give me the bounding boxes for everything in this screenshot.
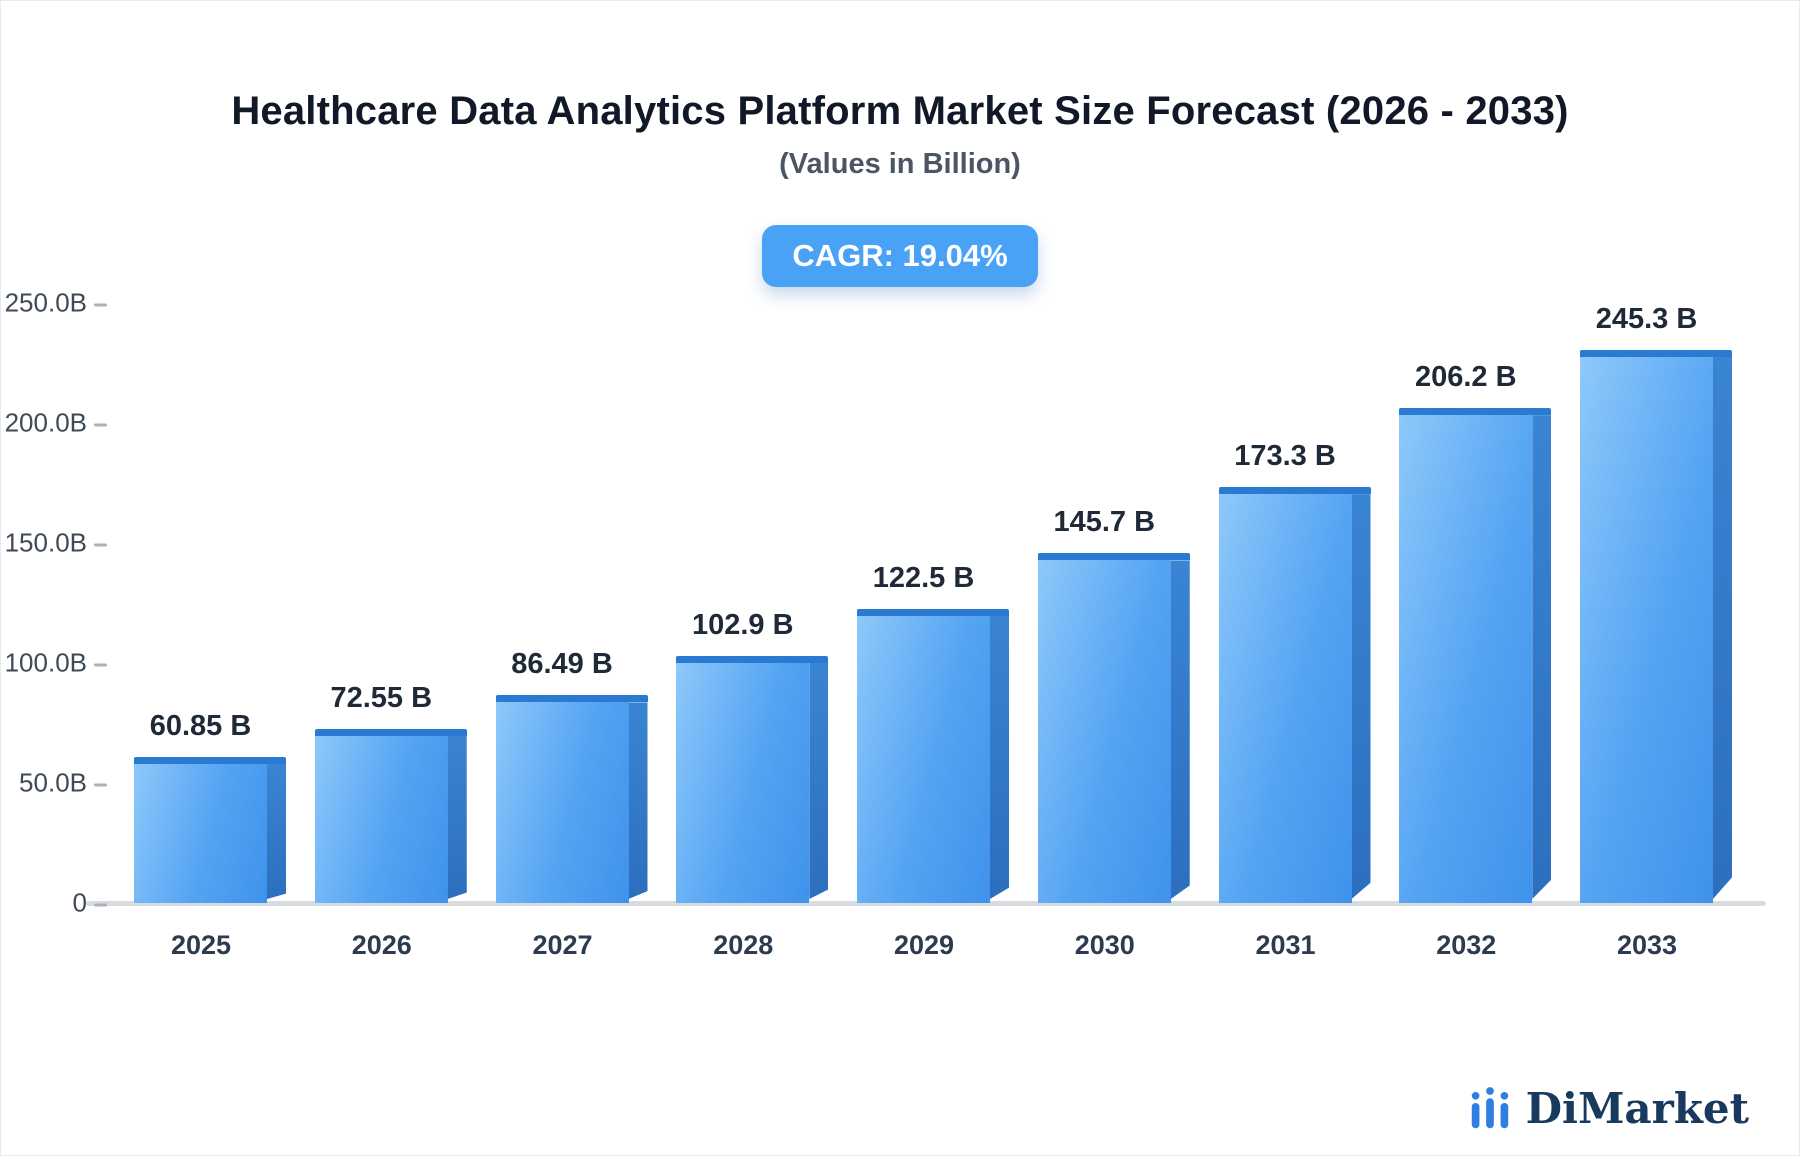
bar-group-2029: 122.5 B 2029 xyxy=(857,303,1009,960)
bar-group-2028: 102.9 B 2028 xyxy=(676,303,829,960)
bar-value-label: 206.2 B xyxy=(1414,361,1517,394)
x-axis-label: 2030 xyxy=(1074,930,1135,960)
bar-2026 xyxy=(314,728,467,903)
tick-mark xyxy=(94,303,107,307)
bar-value-label: 60.85 B xyxy=(149,710,252,742)
chart-subtitle: (Values in Billion) xyxy=(779,148,1021,180)
y-axis-tick: 150.0B xyxy=(1,528,107,559)
bar-group-2025: 60.85 B 2025 xyxy=(134,303,286,960)
bar-value-label: 122.5 B xyxy=(872,562,975,594)
bar-group-2030: 145.7 B 2030 xyxy=(1037,303,1190,960)
x-axis-label: 2027 xyxy=(532,930,593,960)
x-axis-label: 2032 xyxy=(1436,930,1497,960)
bar-group-2033: 245.3 B 2033 xyxy=(1580,303,1732,960)
bar-value-label: 86.49 B xyxy=(511,648,613,681)
y-axis-tick: 250.0B xyxy=(1,288,107,319)
y-axis-tick: 200.0B xyxy=(1,408,107,439)
bar-2029 xyxy=(857,609,1009,903)
x-axis-label: 2029 xyxy=(893,930,955,960)
x-axis-label: 2033 xyxy=(1616,930,1678,960)
tick-mark xyxy=(94,663,107,667)
y-axis-tick: 0 xyxy=(1,888,107,919)
plot-area: 60.85 B 2025 72.55 B 2026 86.49 B 2027 102.9 B… xyxy=(86,303,1766,960)
bar-value-label: 245.3 B xyxy=(1595,303,1698,335)
bar-group-2032: 206.2 B 2032 xyxy=(1399,303,1552,960)
tick-mark xyxy=(94,543,107,547)
bar-2032 xyxy=(1399,408,1552,903)
bar-2031 xyxy=(1218,487,1371,903)
bar-2025 xyxy=(134,757,286,903)
bar-2027 xyxy=(495,695,648,903)
tick-mark xyxy=(94,903,107,907)
brand-logo: DiMarket xyxy=(1466,1084,1749,1133)
tick-mark xyxy=(94,783,107,787)
bar-value-label: 72.55 B xyxy=(330,681,433,714)
x-axis-label: 2031 xyxy=(1255,930,1316,960)
x-axis-label: 2026 xyxy=(351,930,412,960)
x-axis-label: 2025 xyxy=(170,930,232,960)
bar-value-label: 102.9 B xyxy=(691,609,794,641)
bar-group-2031: 173.3 B 2031 xyxy=(1218,303,1371,960)
bar-2033 xyxy=(1580,350,1732,903)
bar-value-label: 145.7 B xyxy=(1053,506,1156,539)
bar-value-label: 173.3 B xyxy=(1234,440,1336,473)
bar-2028 xyxy=(676,656,829,903)
bar-group-2026: 72.55 B 2026 xyxy=(314,303,467,960)
bar-chart-icon xyxy=(1466,1085,1514,1133)
x-axis-baseline xyxy=(86,901,1766,906)
brand-logo-text: DiMarket xyxy=(1525,1084,1749,1133)
y-axis-tick: 50.0B xyxy=(1,768,107,799)
x-axis-label: 2028 xyxy=(713,930,774,960)
chart-title: Healthcare Data Analytics Platform Marke… xyxy=(231,89,1569,133)
bar-group-2027: 86.49 B 2027 xyxy=(495,303,648,960)
bar-chart: 60.85 B 2025 72.55 B 2026 86.49 B 2027 102.9 B… xyxy=(1,288,1766,960)
bar-2030 xyxy=(1037,553,1190,903)
cagr-badge: CAGR: 19.04% xyxy=(762,225,1038,287)
tick-mark xyxy=(94,423,107,427)
y-axis-tick: 100.0B xyxy=(1,648,107,679)
